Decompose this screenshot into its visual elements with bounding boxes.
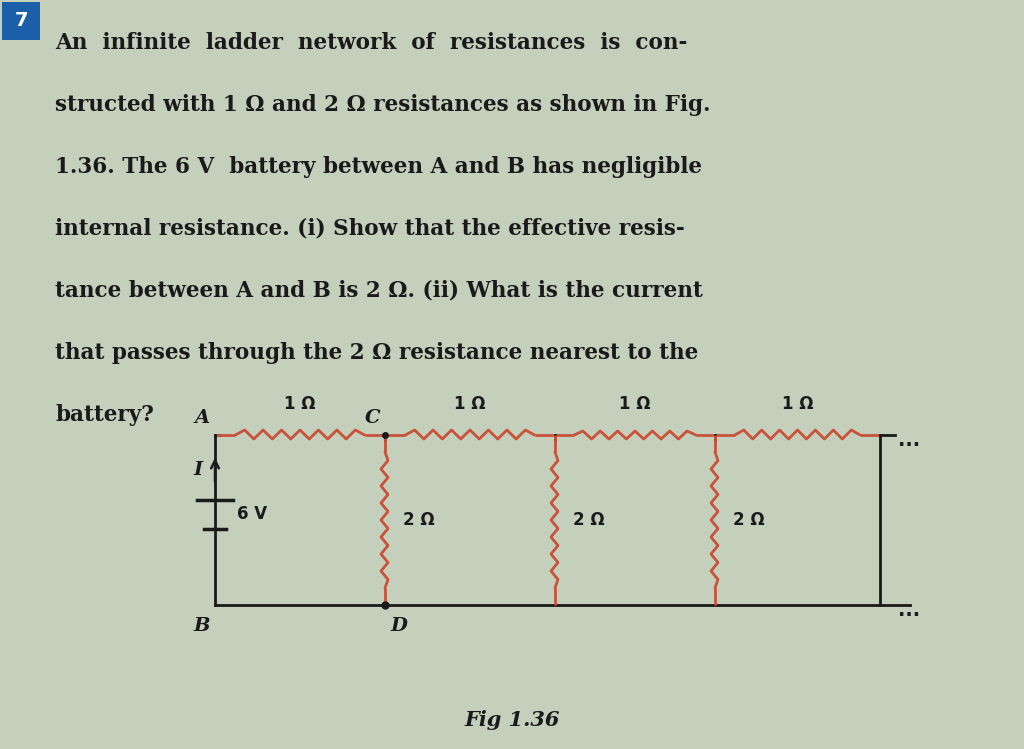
Text: 2 Ω: 2 Ω <box>733 511 765 529</box>
Text: that passes through the 2 Ω resistance nearest to the: that passes through the 2 Ω resistance n… <box>55 342 698 364</box>
Text: 7: 7 <box>14 11 28 31</box>
Text: D: D <box>390 617 407 635</box>
Text: internal resistance. (i) Show that the effective resis-: internal resistance. (i) Show that the e… <box>55 218 685 240</box>
Text: B: B <box>194 617 210 635</box>
Text: tance between A and B is 2 Ω. (ii) What is the current: tance between A and B is 2 Ω. (ii) What … <box>55 280 702 302</box>
Text: 1 Ω: 1 Ω <box>620 395 650 413</box>
Text: A: A <box>195 409 210 427</box>
Text: An  infinite  ladder  network  of  resistances  is  con-: An infinite ladder network of resistance… <box>55 32 687 54</box>
Text: ...: ... <box>898 431 921 450</box>
Text: 1 Ω: 1 Ω <box>781 395 813 413</box>
Text: 2 Ω: 2 Ω <box>573 511 604 529</box>
Text: C: C <box>365 409 380 427</box>
Text: 1 Ω: 1 Ω <box>455 395 485 413</box>
Text: 1 Ω: 1 Ω <box>285 395 315 413</box>
Text: battery?: battery? <box>55 404 154 426</box>
Text: structed with 1 Ω and 2 Ω resistances as shown in Fig.: structed with 1 Ω and 2 Ω resistances as… <box>55 94 711 116</box>
Text: 6 V: 6 V <box>237 505 267 523</box>
Text: ...: ... <box>898 601 921 620</box>
FancyBboxPatch shape <box>2 2 40 40</box>
Text: 1.36. The 6 V  battery between A and B has negligible: 1.36. The 6 V battery between A and B ha… <box>55 156 702 178</box>
Text: Fig 1.36: Fig 1.36 <box>464 710 560 730</box>
Text: I: I <box>194 461 203 479</box>
Text: 2 Ω: 2 Ω <box>403 511 434 529</box>
